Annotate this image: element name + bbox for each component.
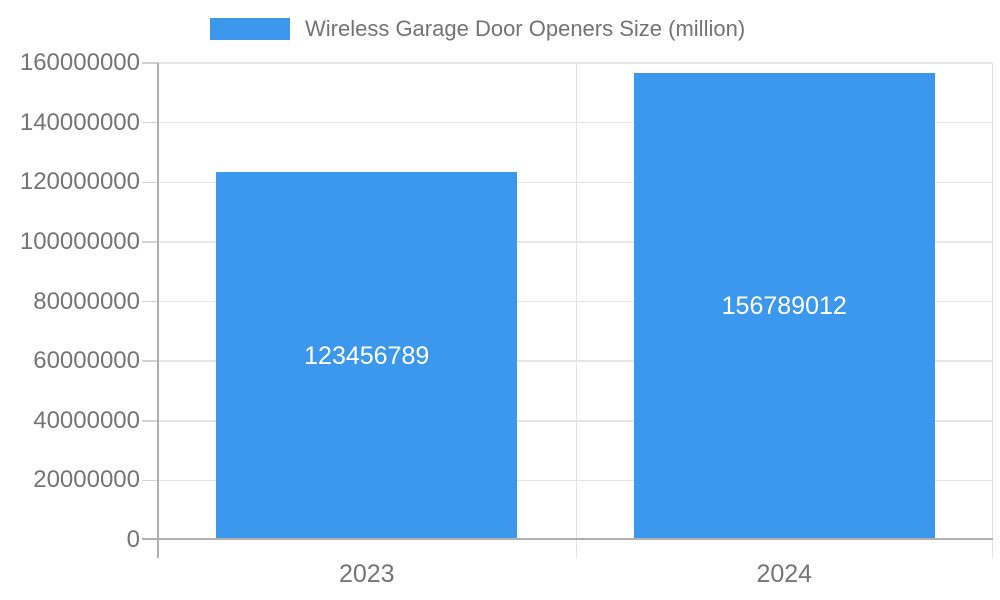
legend-swatch [210,18,290,40]
plot-area: 0 20000000 40000000 60000000 80000000 1000000… [20,49,993,588]
y-tick [142,121,158,124]
x-axis-line [142,538,993,540]
y-tick [142,181,158,183]
x-axis-label: 2024 [756,560,813,588]
y-tick [142,300,158,303]
y-axis-label: 160000000 [19,49,140,76]
y-axis-label: 20000000 [33,466,140,494]
legend-item[interactable]: Wireless Garage Door Openers Size (milli… [210,16,745,42]
y-axis-label: 100000000 [19,227,140,255]
y-axis-label: 0 [126,526,140,553]
y-tick [142,62,158,64]
legend-label: Wireless Garage Door Openers Size (milli… [305,16,746,41]
y-axis-line [157,63,159,558]
y-axis-label: 40000000 [33,406,140,434]
category-boundary-gridline [575,63,577,558]
category-boundary-gridline [991,63,993,558]
y-tick [142,360,158,362]
x-axis-label: 2023 [338,560,395,588]
y-axis-label: 120000000 [19,168,140,196]
bar-2023[interactable] [216,171,518,540]
y-axis-label: 60000000 [33,347,140,375]
y-tick [142,479,158,482]
y-tick [142,241,158,243]
y-axis-label: 140000000 [19,108,140,136]
bar-2024[interactable] [633,72,935,540]
y-axis-label: 80000000 [33,287,140,315]
y-tick [142,420,158,422]
